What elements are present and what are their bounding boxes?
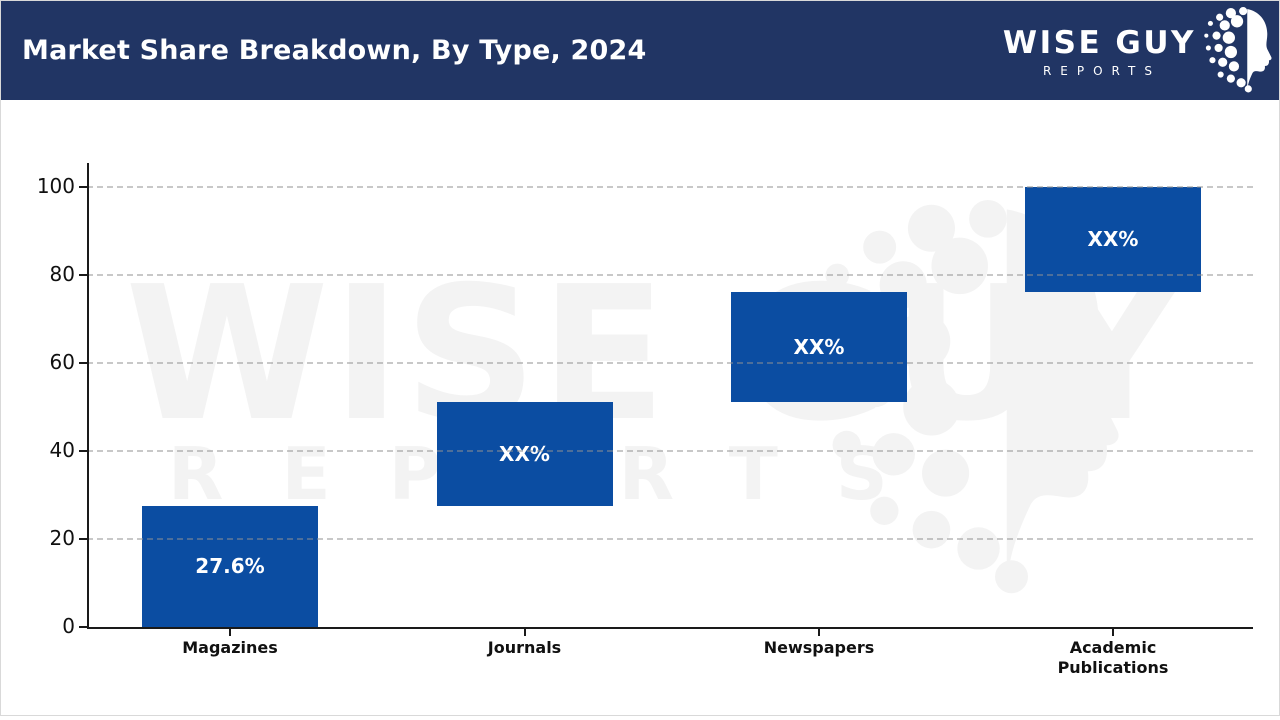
bar-value-label: 27.6% [195, 554, 265, 579]
x-category-label: Magazines [182, 638, 278, 657]
x-category-label: Newspapers [763, 638, 875, 657]
y-tick-mark [79, 626, 87, 628]
x-axis-line [87, 627, 1253, 629]
y-tick-label: 100 [36, 174, 75, 198]
bar-value-label: XX% [499, 441, 550, 466]
y-tick-mark [79, 362, 87, 364]
y-tick-mark [79, 186, 87, 188]
bar-magazines: 27.6% [142, 505, 318, 627]
y-tick-mark [79, 450, 87, 452]
gridline-80 [87, 274, 1253, 276]
header-bar: Market Share Breakdown, By Type, 2024 WI… [0, 0, 1280, 100]
y-tick-label: 80 [49, 262, 75, 286]
watermark-wise-guy: WISE GUY [125, 246, 1182, 462]
y-tick-label: 0 [62, 614, 75, 638]
x-tick-mark [523, 629, 526, 636]
gridline-100 [87, 186, 1253, 188]
y-axis-line [87, 163, 89, 629]
brand-logo: WISE GUY REPORTS [1002, 0, 1274, 100]
y-tick-mark [79, 538, 87, 540]
brand-logo-text: WISE GUY REPORTS [1002, 25, 1196, 79]
gridline-40 [87, 450, 1253, 452]
bar-value-label: XX% [793, 334, 845, 359]
gridline-20 [87, 538, 1253, 540]
logo-face-icon [1204, 7, 1272, 93]
x-tick-mark [1112, 629, 1114, 636]
brand-name: WISE GUY [1002, 25, 1196, 61]
bar-academic-publications: XX% [1025, 187, 1201, 292]
x-category-label: Academic Publications [1057, 638, 1169, 677]
bar-newspapers: XX% [731, 291, 907, 402]
brand-subname: REPORTS [1042, 64, 1161, 78]
gridline-60 [87, 362, 1253, 364]
x-category-label: Journals [487, 638, 562, 657]
y-tick-label: 20 [49, 526, 75, 550]
x-tick-mark [229, 629, 231, 636]
y-tick-label: 40 [49, 438, 75, 462]
y-tick-mark [79, 274, 87, 276]
page-title: Market Share Breakdown, By Type, 2024 [22, 34, 647, 66]
bar-value-label: XX% [1087, 227, 1139, 252]
x-tick-mark [818, 629, 820, 636]
y-tick-label: 60 [49, 350, 75, 374]
bar-journals: XX% [436, 401, 613, 506]
